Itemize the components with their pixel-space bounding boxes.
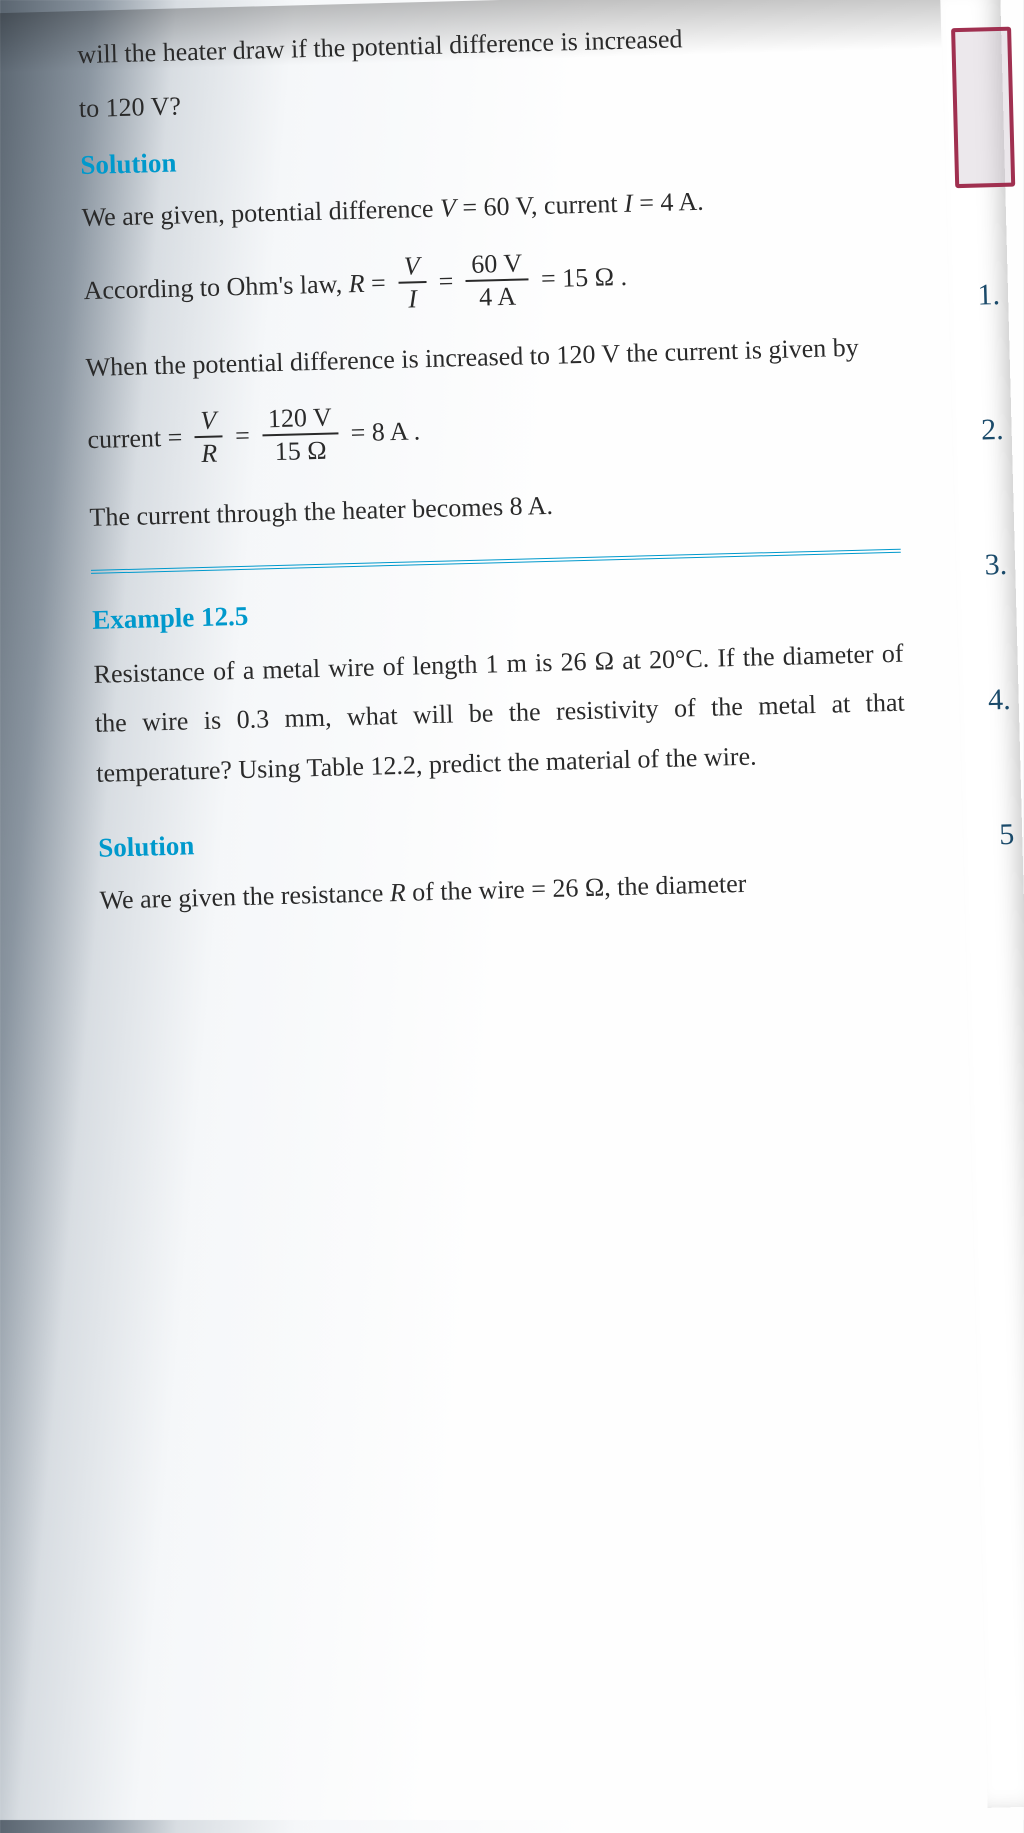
symbol-R-2: R xyxy=(389,878,406,907)
frac4-num: 120 V xyxy=(262,402,339,437)
list-number-3: 3. xyxy=(983,497,1009,633)
adjacent-page-box xyxy=(951,27,1015,189)
solution1-result: The current through the heater becomes 8… xyxy=(89,471,900,542)
list-number-1: 1. xyxy=(976,227,1002,363)
solution1-ohms-law: According to Ohm's law, R = V I = 60 V 4… xyxy=(83,239,894,325)
frac2-num: 60 V xyxy=(465,247,529,282)
frac3-den: R xyxy=(195,438,224,470)
sol2-text-b: of the wire = 26 Ω, the diameter xyxy=(405,869,746,907)
fraction-120V-over-15ohm: 120 V 15 Ω xyxy=(262,402,339,468)
adjacent-page-edge: 1. 2. 3. 4. 5 xyxy=(940,0,1024,1808)
frac1-den: I xyxy=(398,283,427,315)
frac1-num: V xyxy=(397,250,426,284)
fraction-V-over-I: V I xyxy=(397,250,427,315)
list-number-5: 5 xyxy=(990,767,1016,903)
sol1-line2-a: According to Ohm's law, xyxy=(83,269,349,305)
sol1-text-c: = 4 A. xyxy=(632,187,704,218)
textbook-page: will the heater draw if the potential di… xyxy=(46,0,951,964)
frac3-num: V xyxy=(194,405,223,439)
sol1-line2-b: = 15 Ω . xyxy=(541,261,628,292)
sol2-text-a: We are given the resistance xyxy=(99,878,390,915)
symbol-V: V xyxy=(440,193,457,222)
sol1-line4-a: current = xyxy=(87,423,189,455)
sol1-line4-b: = 8 A . xyxy=(350,417,420,448)
solution1-current-calc: current = V R = 120 V 15 Ω = 8 A . xyxy=(87,389,898,475)
frac2-den: 4 A xyxy=(466,280,530,313)
list-number-2: 2. xyxy=(979,362,1005,498)
frac4-den: 15 Ω xyxy=(262,435,339,468)
list-number-4: 4. xyxy=(986,632,1012,768)
partial-text-1: will the heater draw if the potential di… xyxy=(77,24,683,69)
fraction-V-over-R: V R xyxy=(194,405,224,470)
sol1-text-b: = 60 V, current xyxy=(455,189,624,222)
symbol-R: R xyxy=(348,268,365,297)
adjacent-page-numbers: 1. 2. 3. 4. 5 xyxy=(976,227,1016,902)
example-body: Resistance of a metal wire of length 1 m… xyxy=(93,629,907,798)
section-divider xyxy=(91,549,901,574)
fraction-60V-over-4A: 60 V 4 A xyxy=(465,247,529,313)
partial-text-2: to 120 V? xyxy=(78,91,181,123)
solution1-when-increased: When the potential difference is increas… xyxy=(85,322,896,393)
sol1-text-a: We are given, potential difference xyxy=(81,194,440,232)
